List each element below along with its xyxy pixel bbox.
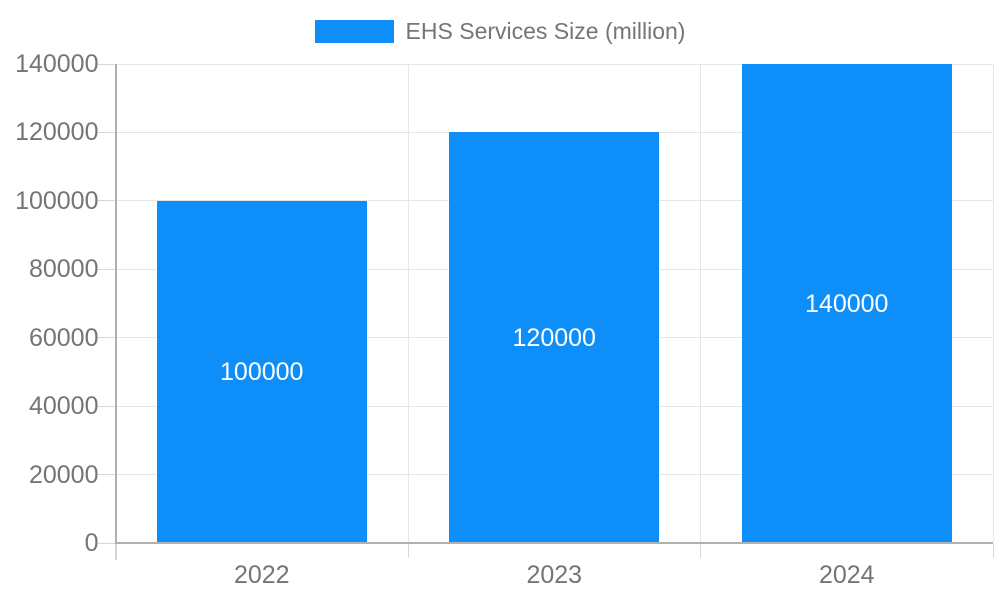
gridline-vertical [700, 64, 701, 543]
legend-label: EHS Services Size (million) [405, 18, 686, 44]
x-axis-tick [407, 544, 409, 558]
y-axis-label: 80000 [28, 255, 99, 284]
gridline-vertical [407, 64, 409, 543]
bar-2023 [449, 132, 660, 543]
bar-value-label: 140000 [805, 289, 889, 318]
x-axis-label: 2024 [818, 561, 875, 589]
y-axis-tick [97, 474, 116, 476]
x-axis-tick [992, 544, 994, 558]
y-axis-tick [97, 63, 116, 65]
y-axis-label: 0 [84, 529, 99, 557]
y-axis-tick [97, 268, 116, 270]
chart-legend: EHS Services Size (million) [0, 20, 1000, 43]
bar-2022 [156, 200, 367, 543]
y-axis-tick [97, 337, 116, 339]
y-axis-tick [97, 542, 116, 544]
y-axis-label: 20000 [28, 460, 99, 489]
y-axis-label: 140000 [15, 50, 99, 78]
bar-value-label: 100000 [220, 357, 304, 386]
gridline-horizontal [115, 63, 993, 65]
y-axis-extension [114, 543, 117, 560]
y-axis-tick [97, 200, 116, 202]
y-axis-tick [97, 405, 116, 407]
y-axis-label: 60000 [28, 323, 99, 352]
x-axis-label: 2022 [233, 561, 290, 589]
legend-swatch [314, 20, 394, 43]
y-axis-label: 120000 [15, 118, 99, 147]
y-axis-label: 100000 [15, 186, 99, 215]
x-axis-tick [700, 544, 701, 558]
y-axis-label: 40000 [28, 392, 99, 421]
gridline-vertical [992, 64, 994, 543]
y-axis-line [114, 64, 117, 543]
x-axis-line [114, 542, 993, 544]
x-axis-label: 2023 [526, 561, 583, 589]
bar-2024 [741, 64, 952, 543]
y-axis-tick [97, 131, 116, 133]
bar-value-label: 120000 [512, 323, 596, 352]
